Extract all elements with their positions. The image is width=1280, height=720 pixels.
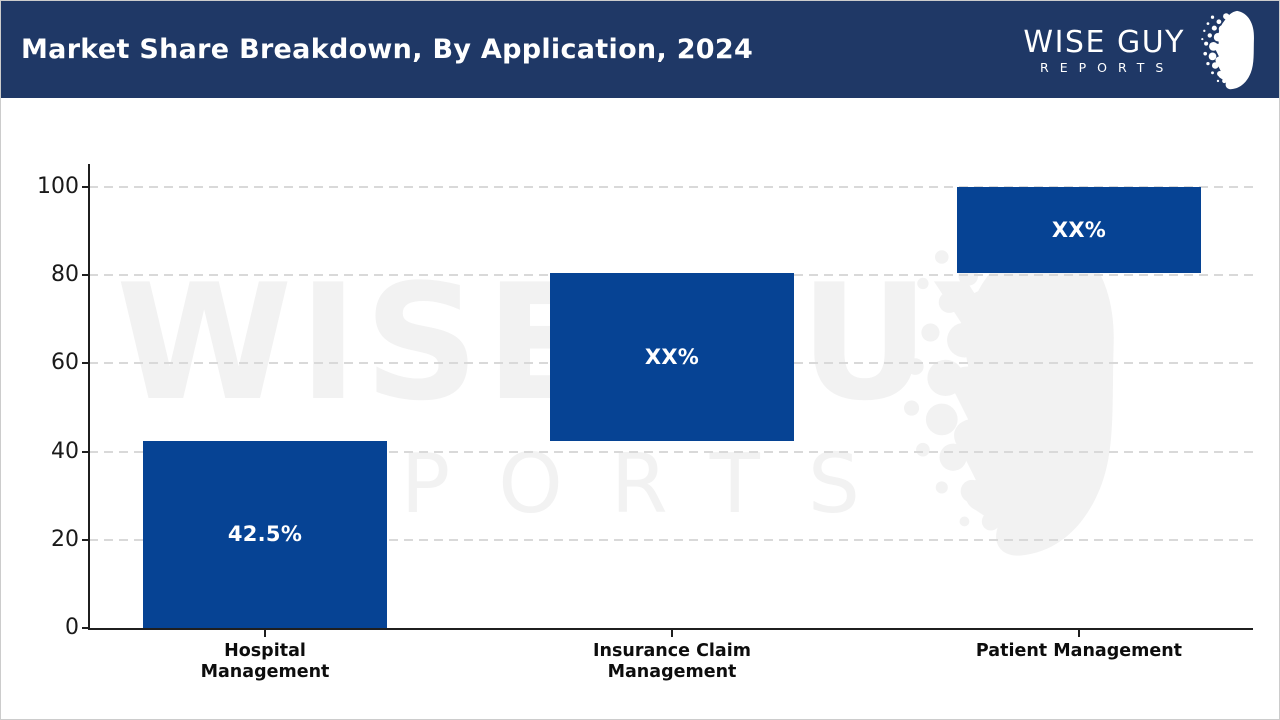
- y-axis-tick-label: 0: [65, 615, 79, 640]
- x-axis-category-label: Hospital Management: [105, 641, 425, 683]
- bar-value-label: 42.5%: [227, 522, 303, 547]
- x-axis-tick: [671, 630, 673, 637]
- y-gridline: [89, 538, 1253, 541]
- x-axis-category-label: Insurance Claim Management: [512, 641, 832, 683]
- y-axis-tick: [82, 274, 89, 277]
- y-axis-tick-label: 80: [51, 262, 79, 288]
- y-axis-tick-label: 40: [51, 438, 79, 464]
- y-axis-tick-label: 60: [51, 350, 79, 376]
- market-share-bar: XX%: [550, 272, 794, 441]
- market-share-bar: 42.5%: [143, 440, 387, 628]
- logo-brand-subtitle: REPORTS: [1040, 59, 1175, 75]
- x-axis-tick: [264, 630, 266, 637]
- header-bar: Market Share Breakdown, By Application, …: [1, 1, 1279, 98]
- wise-guy-reports-logo: WISE GUY REPORTS: [1023, 9, 1267, 91]
- x-axis-category-label-line: Management: [200, 662, 330, 682]
- x-axis-category-label-line: Management: [607, 662, 737, 682]
- dotted-head-logo-icon: [1201, 10, 1254, 90]
- y-axis-line: [88, 164, 90, 630]
- y-axis-tick: [82, 450, 89, 453]
- bar-value-label: XX%: [644, 344, 700, 369]
- y-axis-tick: [82, 627, 89, 629]
- y-gridline: [89, 186, 1253, 188]
- x-axis-line: [88, 628, 1253, 630]
- y-axis-tick: [82, 186, 89, 188]
- x-axis-tick: [1078, 630, 1080, 637]
- logo-text: WISE GUY REPORTS: [1023, 26, 1185, 75]
- bar-value-label: XX%: [1051, 217, 1107, 242]
- x-axis-category-label-line: Patient Management: [975, 641, 1183, 661]
- x-axis-category-label-line: Hospital: [224, 641, 306, 661]
- x-axis-category-label-line: Insurance Claim: [593, 641, 751, 661]
- logo-brand-name: WISE GUY: [1023, 24, 1185, 60]
- page-title: Market Share Breakdown, By Application, …: [21, 34, 754, 65]
- y-axis-tick: [82, 362, 89, 365]
- y-axis-tick-label: 100: [37, 174, 79, 199]
- y-axis-tick-label: 20: [51, 526, 79, 552]
- market-share-bar: XX%: [957, 187, 1201, 273]
- x-axis-category-label: Patient Management: [919, 641, 1239, 662]
- y-gridline: [89, 450, 1253, 453]
- y-axis-tick: [82, 538, 89, 541]
